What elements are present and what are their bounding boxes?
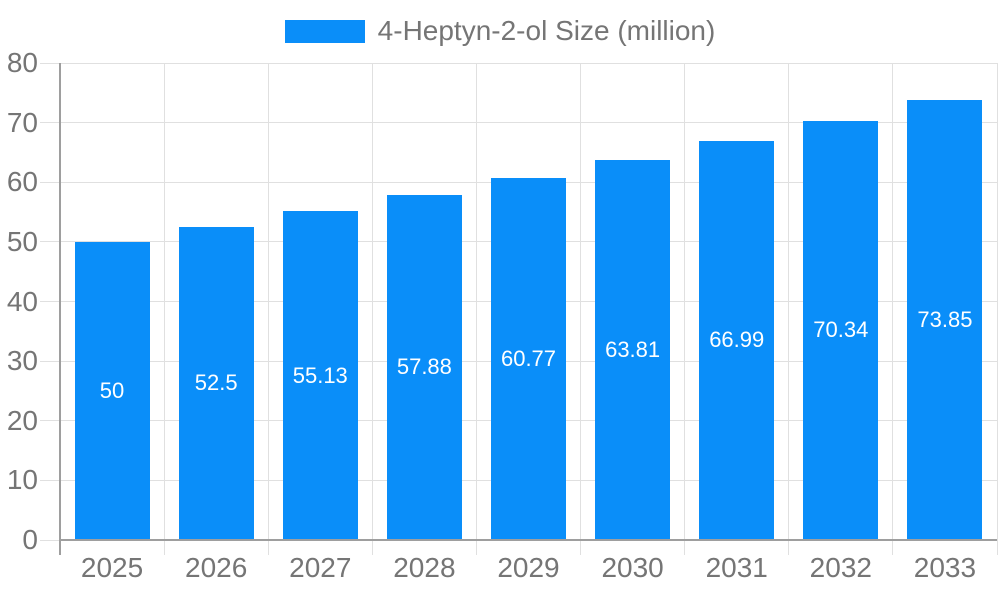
x-gridline <box>788 63 790 555</box>
y-gridline <box>40 122 997 124</box>
x-gridline <box>267 63 269 555</box>
y-axis-line <box>59 63 61 555</box>
bar-value-label: 63.81 <box>605 336 661 362</box>
x-gridline <box>580 63 582 555</box>
x-axis-tick-label: 2030 <box>601 552 664 583</box>
x-axis-tick-label: 2031 <box>705 552 768 583</box>
x-gridline <box>892 63 894 555</box>
y-axis-tick-label: 30 <box>6 345 38 377</box>
y-axis-tick-label: 20 <box>6 404 38 436</box>
y-gridline <box>40 62 997 64</box>
x-axis-tick-label: 2025 <box>80 552 144 583</box>
bar-value-label: 66.99 <box>709 327 765 353</box>
bar-2026[interactable]: 52.5 <box>178 226 254 540</box>
y-axis-tick-label: 40 <box>6 285 38 317</box>
bar-2033[interactable]: 73.85 <box>907 99 983 540</box>
bar-2028[interactable]: 57.88 <box>386 194 462 540</box>
x-axis-tick-label: 2029 <box>497 552 560 583</box>
x-axis-tick-label: 2032 <box>809 552 872 583</box>
x-gridline <box>996 63 998 555</box>
bar-2030[interactable]: 63.81 <box>595 159 671 540</box>
x-axis-line <box>60 539 997 541</box>
y-axis-tick-label: 10 <box>6 464 38 496</box>
bar-value-label: 52.5 <box>194 370 238 396</box>
legend[interactable]: 4-Heptyn-2-ol Size (million) <box>0 15 1000 47</box>
x-axis-tick-label: 2033 <box>913 552 977 583</box>
bar-value-label: 70.34 <box>813 317 869 343</box>
bar-2025[interactable]: 50 <box>74 241 150 540</box>
bar-2027[interactable]: 55.13 <box>282 211 358 540</box>
y-axis-tick-label: 0 <box>22 524 38 555</box>
x-gridline <box>163 63 165 555</box>
bar-value-label: 60.77 <box>500 345 557 371</box>
x-axis-tick-label: 2027 <box>289 552 352 583</box>
x-axis-tick-label: 2028 <box>393 552 456 583</box>
bar-value-label: 73.85 <box>917 306 973 332</box>
y-axis-tick-label: 70 <box>6 106 38 138</box>
bar-2031[interactable]: 66.99 <box>699 140 775 540</box>
bar-value-label: 55.13 <box>292 362 348 388</box>
bar-2032[interactable]: 70.34 <box>803 120 879 540</box>
x-gridline <box>371 63 373 555</box>
y-axis-tick-label: 80 <box>6 47 38 78</box>
bar-2029[interactable]: 60.77 <box>491 177 566 540</box>
x-gridline <box>475 63 477 555</box>
legend-swatch <box>284 19 365 43</box>
bar-value-label: 57.88 <box>396 354 452 380</box>
bar-value-label: 50 <box>99 377 125 403</box>
x-gridline <box>684 63 686 555</box>
legend-label: 4-Heptyn-2-ol Size (million) <box>377 15 716 46</box>
y-axis-tick-label: 50 <box>6 225 38 257</box>
x-axis-tick-label: 2026 <box>185 552 248 583</box>
y-axis-tick-label: 60 <box>6 166 38 198</box>
